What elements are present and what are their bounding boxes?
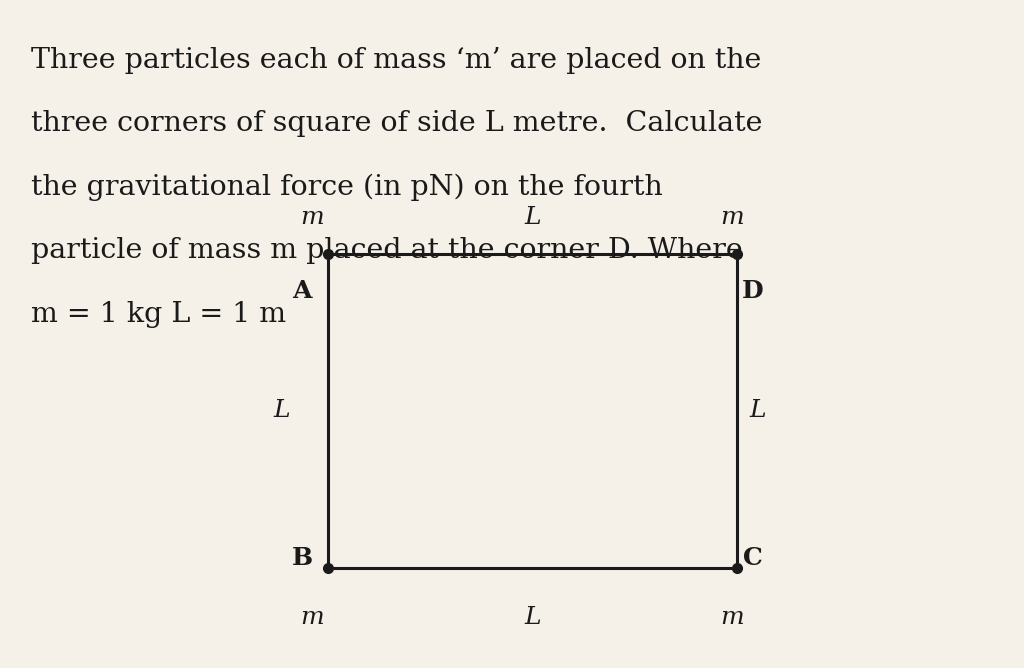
Text: m: m bbox=[300, 206, 325, 228]
Text: m = 1 kg L = 1 m: m = 1 kg L = 1 m bbox=[31, 301, 286, 327]
Text: the gravitational force (in pN) on the fourth: the gravitational force (in pN) on the f… bbox=[31, 174, 663, 201]
Text: D: D bbox=[741, 279, 764, 303]
Text: L: L bbox=[750, 399, 766, 422]
Text: L: L bbox=[524, 206, 541, 228]
Text: A: A bbox=[292, 279, 312, 303]
Text: Three particles each of mass ‘m’ are placed on the: Three particles each of mass ‘m’ are pla… bbox=[31, 47, 761, 73]
Text: m: m bbox=[720, 206, 744, 228]
Text: particle of mass m placed at the corner D. Where: particle of mass m placed at the corner … bbox=[31, 237, 742, 264]
Text: B: B bbox=[292, 546, 312, 570]
Text: m: m bbox=[720, 607, 744, 629]
Text: L: L bbox=[273, 399, 290, 422]
Text: C: C bbox=[742, 546, 763, 570]
Text: three corners of square of side L metre.  Calculate: three corners of square of side L metre.… bbox=[31, 110, 762, 137]
Text: m: m bbox=[300, 607, 325, 629]
Text: L: L bbox=[524, 607, 541, 629]
